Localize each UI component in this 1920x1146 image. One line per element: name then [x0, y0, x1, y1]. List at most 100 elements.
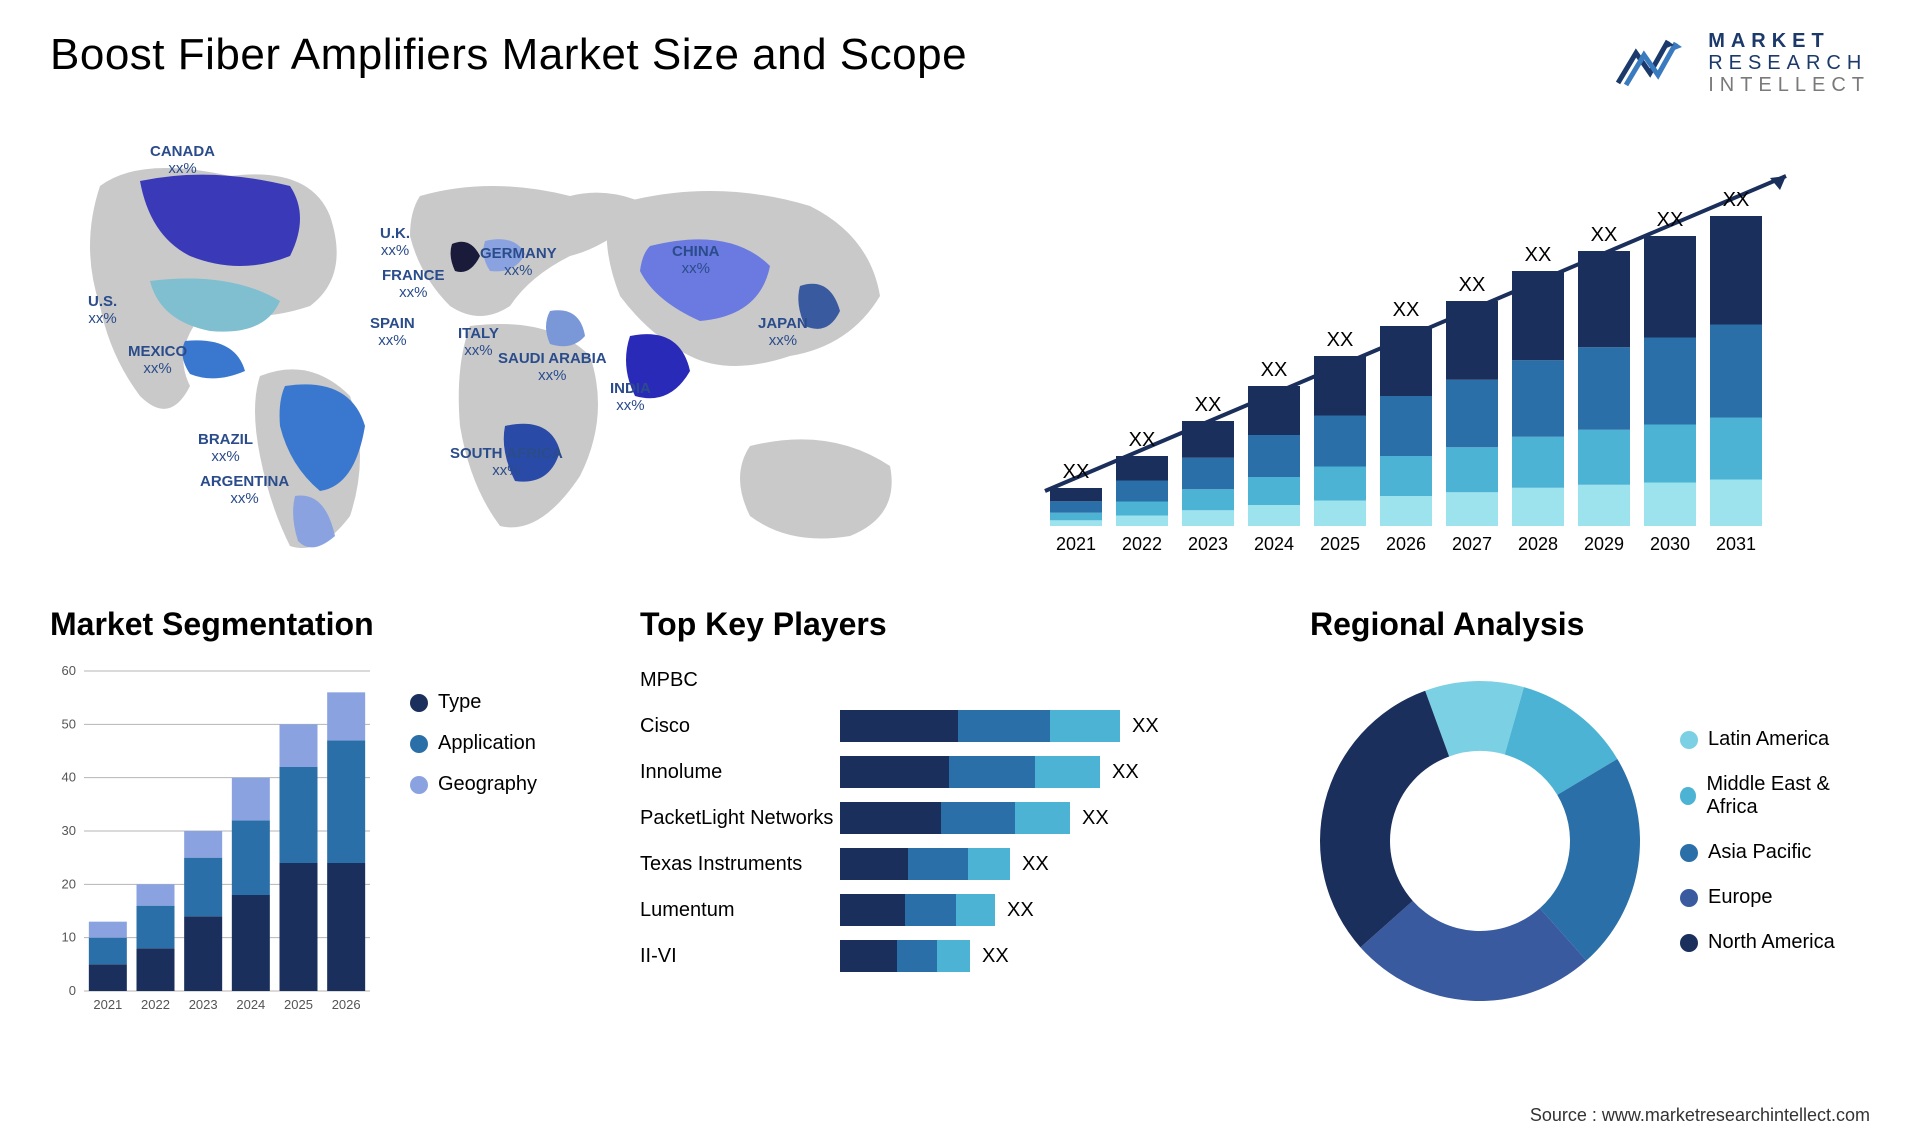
svg-text:50: 50	[62, 716, 76, 731]
player-name: II-VI	[640, 945, 840, 968]
page-title: Boost Fiber Amplifiers Market Size and S…	[50, 30, 967, 80]
map-label: INDIAxx%	[610, 381, 651, 414]
player-seg	[968, 848, 1011, 880]
growth-chart: XX2021XX2022XX2023XX2024XX2025XX2026XX20…	[990, 126, 1870, 566]
logo-text-1: MARKET	[1708, 30, 1870, 52]
legend-dot	[1680, 889, 1698, 907]
svg-text:60: 60	[62, 663, 76, 678]
source-footer: Source : www.marketresearchintellect.com	[1530, 1105, 1870, 1126]
legend-dot	[1680, 787, 1696, 805]
svg-text:10: 10	[62, 930, 76, 945]
map-label: ITALYxx%	[458, 326, 499, 359]
player-seg	[840, 802, 941, 834]
player-row: Texas InstrumentsXX	[640, 845, 1280, 883]
player-seg	[897, 940, 937, 972]
svg-text:XX: XX	[1591, 224, 1618, 246]
svg-text:2025: 2025	[1320, 534, 1360, 554]
svg-text:2027: 2027	[1452, 534, 1492, 554]
player-seg	[840, 894, 905, 926]
svg-text:2022: 2022	[141, 997, 170, 1012]
player-value: XX	[1112, 761, 1139, 784]
player-seg	[1050, 710, 1120, 742]
player-bar-wrap: XX	[840, 940, 1280, 972]
player-name: PacketLight Networks	[640, 807, 840, 830]
map-label: ARGENTINAxx%	[200, 474, 289, 507]
player-seg	[1015, 802, 1070, 834]
legend-item: Middle East & Africa	[1680, 773, 1870, 819]
player-row: Innolume XX	[640, 753, 1280, 791]
legend-dot	[410, 735, 428, 753]
map-label: CANADAxx%	[150, 144, 215, 177]
player-seg	[840, 940, 897, 972]
logo-icon	[1616, 33, 1696, 93]
player-seg	[840, 848, 908, 880]
players-panel: Top Key Players MPBCCiscoXXInnolumeXXPac…	[640, 606, 1280, 1046]
brand-logo: MARKET RESEARCH INTELLECT	[1616, 30, 1870, 96]
player-bar-wrap: XX	[840, 894, 1280, 926]
map-label: MEXICOxx%	[128, 344, 187, 377]
legend-item: Latin America	[1680, 728, 1870, 751]
svg-text:XX: XX	[1261, 359, 1288, 381]
player-seg	[1035, 756, 1100, 788]
svg-text:XX: XX	[1129, 429, 1156, 451]
player-row: PacketLight NetworksXX	[640, 799, 1280, 837]
player-value: XX	[1022, 853, 1049, 876]
svg-text:2026: 2026	[332, 997, 361, 1012]
svg-text:20: 20	[62, 876, 76, 891]
map-label: JAPANxx%	[758, 316, 808, 349]
players-title: Top Key Players	[640, 606, 1280, 643]
map-label: FRANCExx%	[382, 268, 445, 301]
legend-dot	[410, 694, 428, 712]
player-row: MPBC	[640, 661, 1280, 699]
map-label: CHINAxx%	[672, 244, 720, 277]
svg-text:XX: XX	[1459, 274, 1486, 296]
svg-text:XX: XX	[1327, 329, 1354, 351]
legend-dot	[410, 776, 428, 794]
legend-dot	[1680, 844, 1698, 862]
svg-text:XX: XX	[1525, 244, 1552, 266]
legend-item: Application	[410, 732, 537, 755]
svg-text:40: 40	[62, 770, 76, 785]
legend-item: Type	[410, 691, 537, 714]
svg-text:XX: XX	[1063, 461, 1090, 483]
legend-dot	[1680, 731, 1698, 749]
player-bar	[840, 848, 1010, 880]
player-row: Lumentum XX	[640, 891, 1280, 929]
player-bar	[840, 802, 1070, 834]
legend-item: Europe	[1680, 886, 1870, 909]
legend-label: Europe	[1708, 886, 1773, 909]
logo-text-2: RESEARCH	[1708, 52, 1870, 74]
player-value: XX	[1132, 715, 1159, 738]
player-seg	[949, 756, 1035, 788]
logo-text-3: INTELLECT	[1708, 74, 1870, 96]
player-row: CiscoXX	[640, 707, 1280, 745]
regional-legend: Latin AmericaMiddle East & AfricaAsia Pa…	[1680, 728, 1870, 954]
svg-text:XX: XX	[1393, 299, 1420, 321]
map-label: BRAZILxx%	[198, 432, 253, 465]
svg-text:2024: 2024	[236, 997, 265, 1012]
svg-text:2028: 2028	[1518, 534, 1558, 554]
player-row: II-VIXX	[640, 937, 1280, 975]
svg-text:2029: 2029	[1584, 534, 1624, 554]
player-bar	[840, 710, 1120, 742]
svg-text:2022: 2022	[1122, 534, 1162, 554]
legend-label: Middle East & Africa	[1706, 773, 1870, 819]
player-name: Lumentum	[640, 899, 840, 922]
player-bar-wrap: XX	[840, 802, 1280, 834]
player-value: XX	[1007, 899, 1034, 922]
player-bar	[840, 940, 970, 972]
svg-text:XX: XX	[1195, 394, 1222, 416]
regional-donut	[1310, 671, 1650, 1011]
svg-text:2023: 2023	[1188, 534, 1228, 554]
player-name: Innolume	[640, 761, 840, 784]
svg-text:30: 30	[62, 823, 76, 838]
legend-label: North America	[1708, 931, 1835, 954]
map-label: GERMANYxx%	[480, 246, 557, 279]
player-seg	[908, 848, 968, 880]
svg-text:2026: 2026	[1386, 534, 1426, 554]
player-seg	[958, 710, 1050, 742]
regional-panel: Regional Analysis Latin AmericaMiddle Ea…	[1310, 606, 1870, 1046]
players-list: MPBCCiscoXXInnolumeXXPacketLight Network…	[640, 661, 1280, 975]
legend-label: Type	[438, 691, 481, 714]
player-name: MPBC	[640, 669, 840, 692]
